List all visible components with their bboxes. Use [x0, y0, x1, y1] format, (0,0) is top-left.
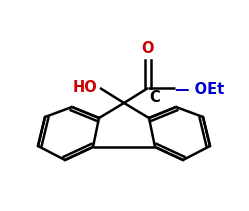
Text: C: C: [149, 90, 160, 105]
Text: — OEt: — OEt: [175, 81, 224, 96]
Text: HO: HO: [72, 80, 97, 95]
Text: O: O: [142, 41, 154, 56]
